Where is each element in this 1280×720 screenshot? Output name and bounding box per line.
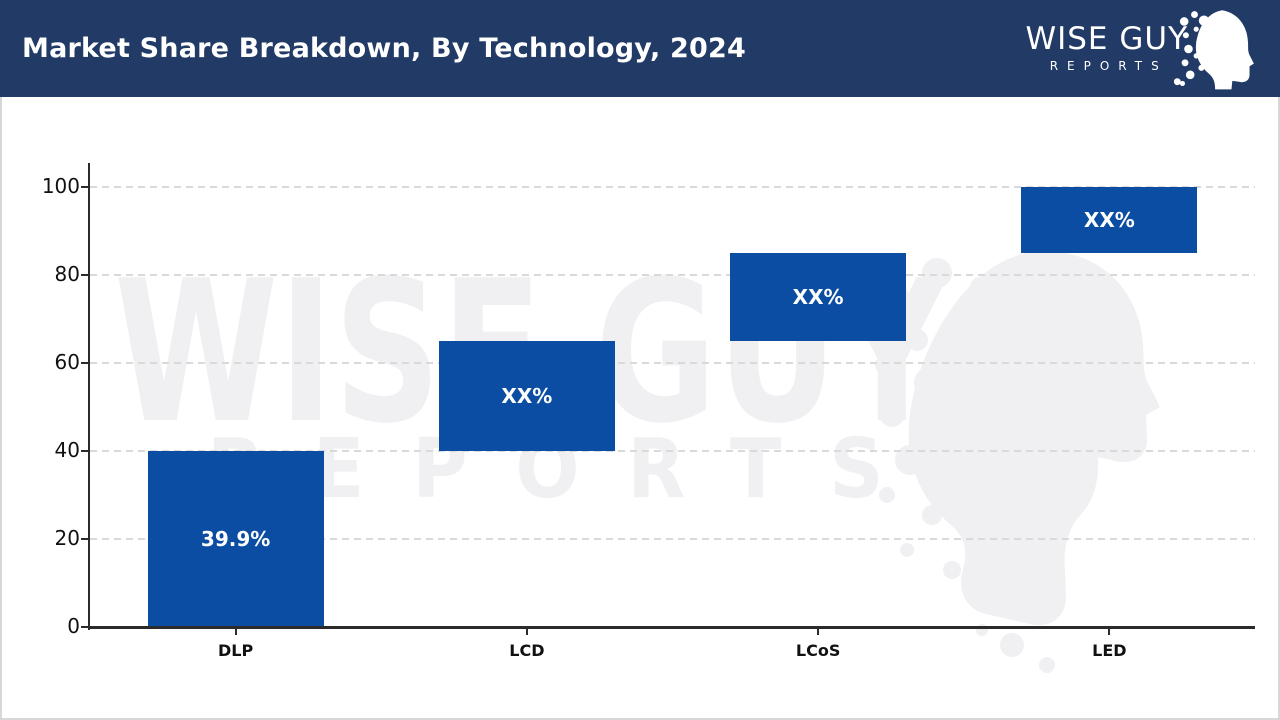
watermark-head-icon [870,251,1160,673]
y-tick-40 [81,450,90,452]
brand-logo: WISE GUY REPORTS [1025,6,1258,92]
y-tick-0 [81,626,90,628]
y-tick-label-40: 40 [54,438,80,462]
y-tick-label-100: 100 [41,174,80,198]
y-tick-100 [81,186,90,188]
gridline-y-20 [90,538,1255,540]
y-tick-80 [81,274,90,276]
y-tick-60 [81,362,90,364]
x-tick-DLP [234,627,237,635]
bar-value-label-DLP: 39.9% [200,527,271,552]
y-tick-label-20: 20 [54,526,80,550]
gridline-y-60 [90,362,1255,364]
bar-value-label-LED: XX% [1083,208,1135,233]
bar-DLP: 39.9% [147,451,324,627]
bar-LCoS: XX% [730,253,907,342]
bar-value-label-LCoS: XX% [792,285,844,310]
brand-subtitle: REPORTS [1049,59,1168,73]
brand-logo-text: WISE GUY REPORTS [1025,21,1188,74]
brand-head-icon [1174,9,1254,89]
y-tick-label-0: 0 [67,614,80,638]
x-axis-line [88,626,1255,629]
y-axis-line [88,163,90,630]
x-tick-LCoS [817,627,820,635]
x-category-label-LED: LED [1092,641,1127,660]
bar-value-label-LCD: XX% [501,384,553,409]
gridline-y-40 [90,450,1255,452]
y-tick-20 [81,538,90,540]
bar-LED: XX% [1021,187,1198,254]
x-category-label-LCoS: LCoS [795,641,841,660]
gridline-y-80 [90,274,1255,276]
y-tick-label-60: 60 [54,350,80,374]
x-tick-LCD [525,627,528,635]
bar-LCD: XX% [438,341,615,452]
header-bar: Market Share Breakdown, By Technology, 2… [0,0,1280,97]
chart-area: WISE GUY REPORTS 0 20 40 60 80 100 39.9% DLP XX%… [0,97,1280,720]
x-category-label-LCD: LCD [509,641,545,660]
brand-name: WISE GUY [1025,21,1188,57]
page-title: Market Share Breakdown, By Technology, 2… [22,33,747,64]
x-category-label-DLP: DLP [218,641,254,660]
gridline-y-100 [90,186,1255,188]
y-tick-label-80: 80 [54,262,80,286]
x-tick-LED [1108,627,1111,635]
